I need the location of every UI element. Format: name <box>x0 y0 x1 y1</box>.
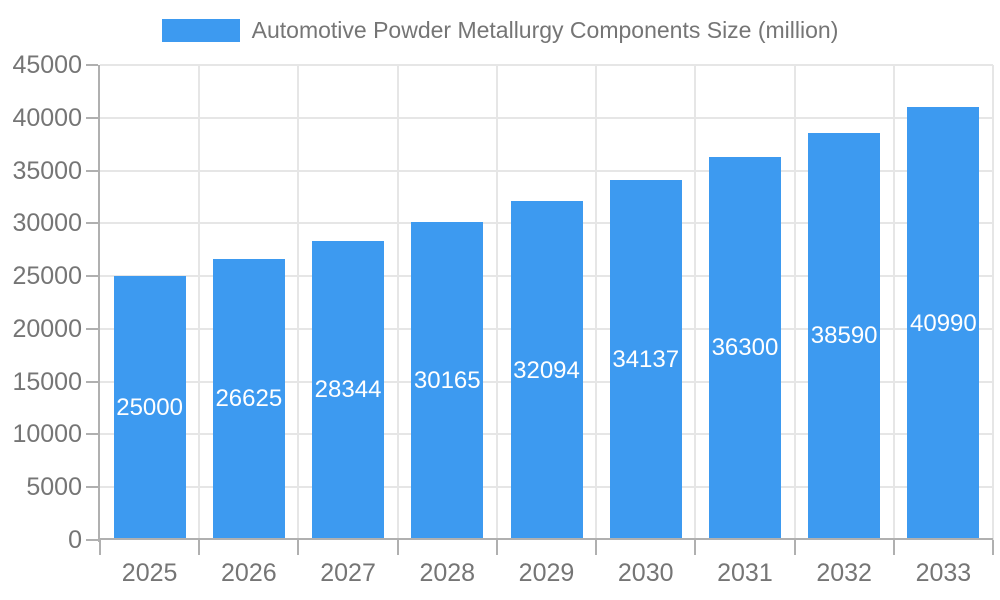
y-gridline <box>100 169 993 172</box>
y-tick-label: 40000 <box>12 103 82 132</box>
bar[interactable]: 26625 <box>212 258 285 540</box>
x-gridline <box>992 65 994 540</box>
bar-value-label: 38590 <box>810 322 878 350</box>
x-axis-tick <box>892 540 895 555</box>
x-tick-label: 2032 <box>816 559 872 587</box>
bar[interactable]: 25000 <box>113 276 186 540</box>
bar[interactable]: 30165 <box>411 221 484 540</box>
x-gridline <box>892 65 895 540</box>
y-axis-tick <box>86 169 98 172</box>
y-gridline <box>100 64 993 66</box>
x-gridline <box>297 65 300 540</box>
x-axis-tick <box>198 540 201 555</box>
bar[interactable]: 28344 <box>312 240 385 540</box>
y-tick-label: 15000 <box>12 367 82 396</box>
bar[interactable]: 34137 <box>609 179 682 540</box>
x-gridline <box>495 65 498 540</box>
x-axis-tick <box>694 540 697 555</box>
y-axis-tick <box>86 486 98 489</box>
x-axis-tick <box>595 540 598 555</box>
x-gridline <box>198 65 201 540</box>
plot-area: 0 5000 10000 15000 20000 25000 30000 35000 40000… <box>12 52 994 586</box>
x-tick-label: 2025 <box>121 559 178 587</box>
bar-value-label: 34137 <box>612 345 680 373</box>
bar-value-label: 26625 <box>215 385 283 413</box>
y-gridline <box>100 116 993 119</box>
y-axis-line <box>98 65 100 542</box>
y-tick-label: 45000 <box>12 51 82 79</box>
y-tick-label: 20000 <box>12 314 82 343</box>
x-axis-tick <box>495 540 498 555</box>
x-tick-label: 2027 <box>320 559 376 587</box>
y-tick-label: 35000 <box>12 156 82 185</box>
bar[interactable]: 32094 <box>510 201 583 540</box>
x-axis-tick <box>793 540 796 555</box>
bar[interactable]: 36300 <box>708 156 781 540</box>
y-axis-tick <box>86 116 98 119</box>
x-axis-tick <box>297 540 300 555</box>
legend-swatch <box>161 19 240 42</box>
y-tick-label: 0 <box>68 526 82 554</box>
y-tick-label: 5000 <box>26 473 82 502</box>
x-tick-label: 2030 <box>617 559 674 587</box>
bar-value-label: 32094 <box>513 356 580 384</box>
y-tick-label: 25000 <box>12 262 82 291</box>
x-tick-label: 2026 <box>221 559 277 587</box>
x-axis-tick <box>99 540 101 555</box>
y-axis-tick <box>86 64 98 66</box>
bar[interactable]: 40990 <box>907 107 980 540</box>
x-gridline <box>793 65 796 540</box>
x-axis-line <box>98 538 993 540</box>
bar-value-label: 28344 <box>314 376 382 404</box>
x-tick-label: 2033 <box>915 559 972 587</box>
y-axis-tick <box>86 222 98 225</box>
x-tick-label: 2031 <box>717 559 773 587</box>
y-tick-label: 30000 <box>12 209 82 238</box>
x-gridline <box>694 65 697 540</box>
bar[interactable]: 38590 <box>808 132 881 540</box>
bar-value-label: 36300 <box>711 334 779 362</box>
x-tick-label: 2029 <box>518 559 575 587</box>
x-gridline <box>396 65 399 540</box>
x-tick-label: 2028 <box>419 559 476 587</box>
y-tick-label: 10000 <box>12 420 82 449</box>
x-axis-tick <box>992 540 994 555</box>
y-axis-tick <box>86 433 98 436</box>
legend: Automotive Powder Metallurgy Components … <box>0 19 1000 42</box>
x-gridline <box>595 65 598 540</box>
y-axis-tick <box>86 380 98 383</box>
y-axis-tick <box>86 275 98 278</box>
bar-value-label: 40990 <box>910 309 977 337</box>
bar-value-label: 30165 <box>413 366 481 394</box>
x-axis-tick <box>396 540 399 555</box>
y-axis-tick <box>86 327 98 330</box>
legend-label: Automotive Powder Metallurgy Components … <box>251 17 839 43</box>
y-axis-tick <box>86 539 98 541</box>
bar-value-label: 25000 <box>116 394 183 422</box>
